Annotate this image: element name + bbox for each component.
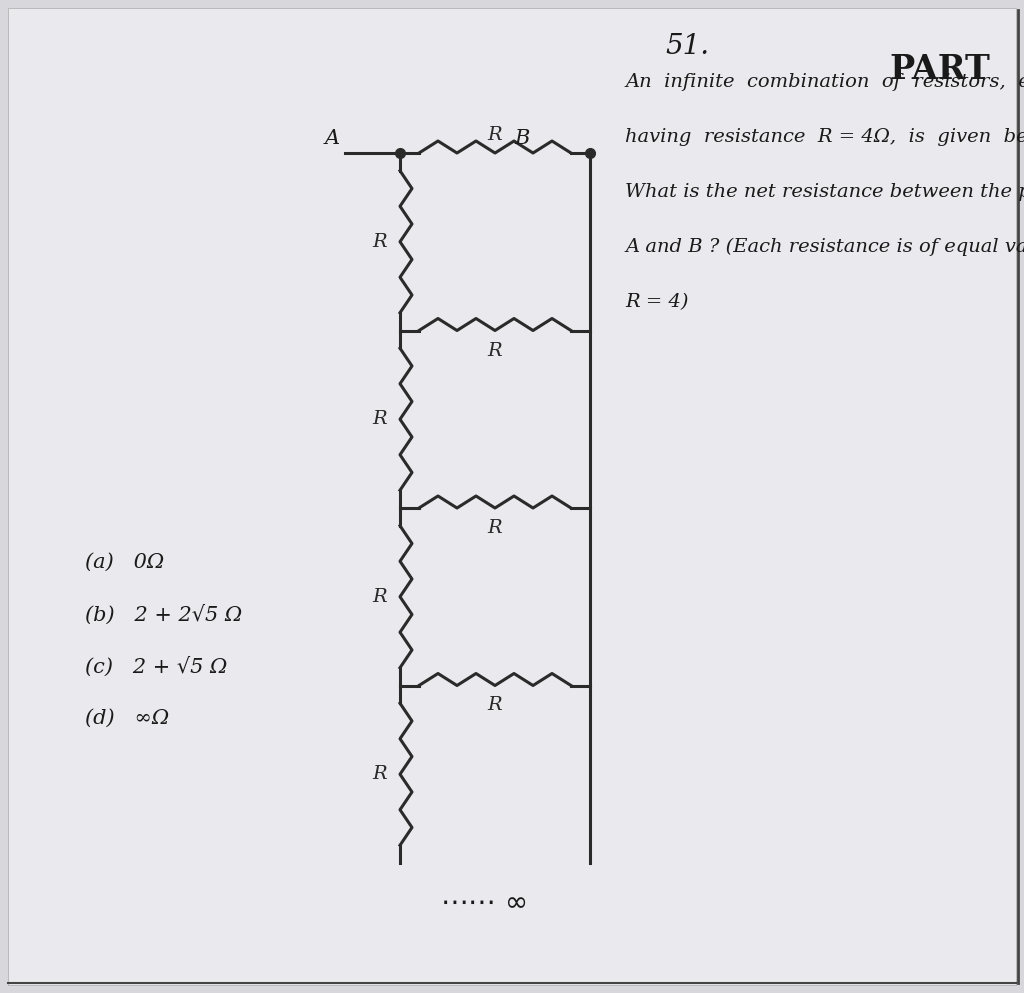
Text: R = 4): R = 4) xyxy=(625,293,688,311)
Text: $\cdots\cdots$ $\infty$: $\cdots\cdots$ $\infty$ xyxy=(440,889,526,917)
Text: R: R xyxy=(373,588,387,606)
Text: PART: PART xyxy=(889,53,990,86)
Text: R: R xyxy=(487,126,503,144)
Text: A: A xyxy=(325,129,340,148)
Text: (a)   0Ω: (a) 0Ω xyxy=(85,553,164,572)
Text: R: R xyxy=(373,232,387,251)
Text: (c)   2 + √5 Ω: (c) 2 + √5 Ω xyxy=(85,657,227,677)
Text: (b)   2 + 2√5 Ω: (b) 2 + 2√5 Ω xyxy=(85,605,242,626)
Text: having  resistance  R = 4Ω,  is  given  below.: having resistance R = 4Ω, is given below… xyxy=(625,128,1024,146)
Text: What is the net resistance between the points: What is the net resistance between the p… xyxy=(625,183,1024,201)
Text: R: R xyxy=(487,696,503,715)
Text: R: R xyxy=(373,766,387,783)
Text: An  infinite  combination  of  resistors,  each: An infinite combination of resistors, ea… xyxy=(625,73,1024,91)
Text: B: B xyxy=(515,129,530,148)
Text: R: R xyxy=(487,519,503,537)
Text: A and B ? (Each resistance is of equal value,: A and B ? (Each resistance is of equal v… xyxy=(625,238,1024,256)
Text: R: R xyxy=(373,410,387,428)
Text: (d)   ∞Ω: (d) ∞Ω xyxy=(85,709,169,728)
Text: R: R xyxy=(487,342,503,359)
Text: 51.: 51. xyxy=(665,33,710,60)
